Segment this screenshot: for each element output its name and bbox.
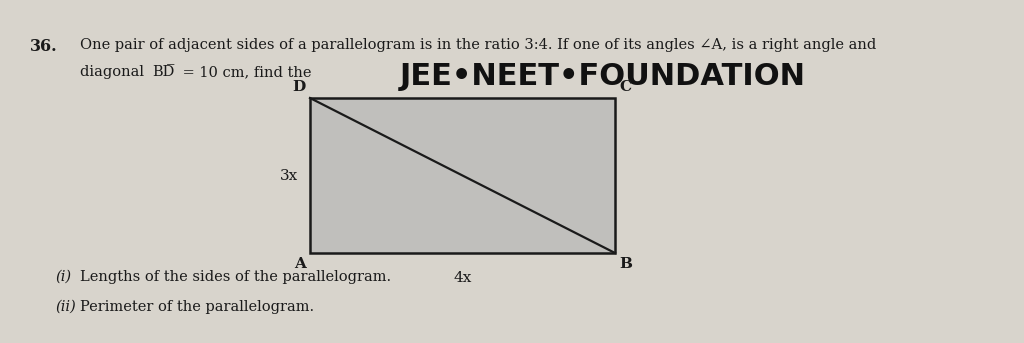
Text: = 10 cm, find the: = 10 cm, find the [178, 65, 311, 79]
Text: Perimeter of the parallelogram.: Perimeter of the parallelogram. [80, 300, 314, 314]
Text: 3x: 3x [280, 168, 298, 182]
Text: Lengths of the sides of the parallelogram.: Lengths of the sides of the parallelogra… [80, 270, 391, 284]
Text: D: D [293, 80, 306, 94]
Text: JEE•NEET•FOUNDATION: JEE•NEET•FOUNDATION [400, 62, 806, 91]
Text: C: C [618, 80, 631, 94]
Text: BD̅: BD̅ [152, 65, 174, 79]
Text: 36.: 36. [30, 38, 57, 55]
Polygon shape [310, 98, 615, 253]
Text: (i): (i) [55, 270, 71, 284]
Text: diagonal: diagonal [80, 65, 148, 79]
Text: 4x: 4x [454, 271, 472, 285]
Text: B: B [618, 257, 632, 271]
Text: A: A [294, 257, 306, 271]
Text: One pair of adjacent sides of a parallelogram is in the ratio 3:4. If one of its: One pair of adjacent sides of a parallel… [80, 38, 877, 52]
Text: (ii): (ii) [55, 300, 76, 314]
